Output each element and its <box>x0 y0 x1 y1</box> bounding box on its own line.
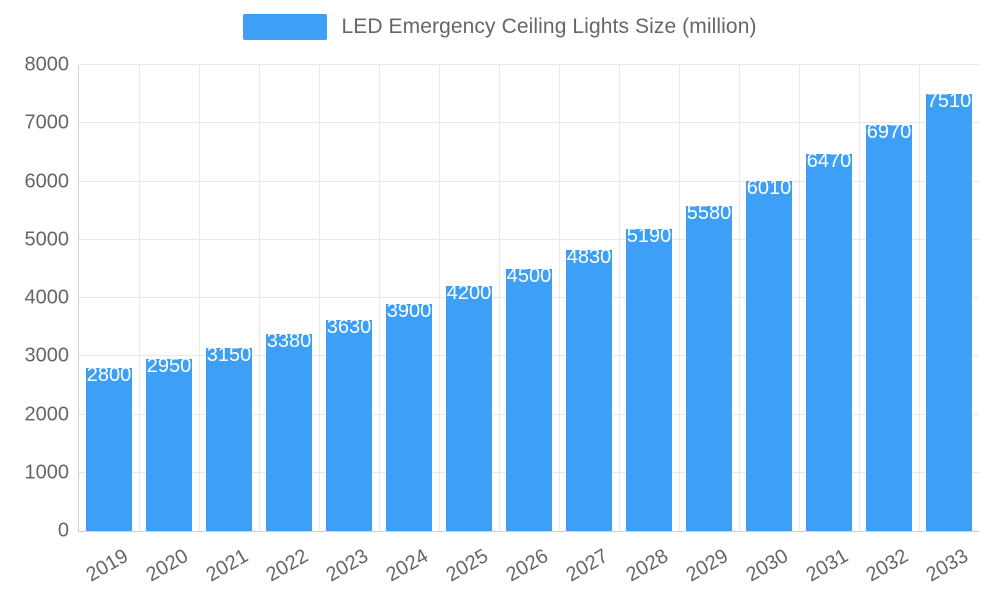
x-axis-tick-label: 2021 <box>202 545 252 587</box>
vertical-gridline <box>919 65 920 531</box>
x-axis-tick-label: 2026 <box>502 545 552 587</box>
bar-slot: 3380 <box>259 65 319 531</box>
x-axis-tick-label: 2020 <box>142 545 192 587</box>
legend-swatch-series-1 <box>243 14 328 40</box>
bar-value-label: 3630 <box>326 315 372 338</box>
bar[interactable]: 3380 <box>265 330 313 531</box>
bar-slot: 4830 <box>559 65 619 531</box>
gridline <box>79 64 979 65</box>
vertical-gridline <box>678 65 680 531</box>
y-axis-tick-label: 1000 <box>24 461 70 484</box>
vertical-gridline <box>378 65 380 531</box>
y-axis-tick-label: 8000 <box>24 53 70 76</box>
bar-slot: 3630 <box>319 65 379 531</box>
bar-value-label: 4200 <box>446 282 492 305</box>
bar-slot: 5580 <box>679 65 739 531</box>
x-axis-tick-label: 2031 <box>802 545 852 587</box>
bar-value-label: 3900 <box>386 299 432 322</box>
bar[interactable]: 2950 <box>145 355 193 531</box>
bar-value-label: 6470 <box>806 150 852 173</box>
bar[interactable]: 6470 <box>805 150 853 531</box>
legend-label-series-1: LED Emergency Ceiling Lights Size (milli… <box>341 15 757 38</box>
bar[interactable]: 3630 <box>325 316 373 531</box>
vertical-gridline <box>799 65 800 531</box>
vertical-gridline <box>499 65 500 531</box>
bar-value-label: 7510 <box>926 89 972 112</box>
gridline <box>79 238 979 240</box>
bar[interactable]: 4200 <box>445 282 493 531</box>
bar-slot: 2800 <box>79 65 139 531</box>
bar-slot: 5190 <box>619 65 679 531</box>
x-axis-tick-label: 2024 <box>382 545 432 587</box>
bar-value-label: 3150 <box>206 343 252 366</box>
y-axis-tick-label: 3000 <box>24 344 70 367</box>
bar-value-label: 5190 <box>626 224 672 247</box>
bar-slot: 2950 <box>139 65 199 531</box>
bar-slot: 6470 <box>799 65 859 531</box>
chart-legend: LED Emergency Ceiling Lights Size (milli… <box>0 14 1000 40</box>
y-axis-tick-label: 4000 <box>24 286 70 309</box>
bar[interactable]: 2800 <box>85 364 133 531</box>
gridline <box>79 180 979 182</box>
bar-slot: 6010 <box>739 65 799 531</box>
bar-value-label: 3380 <box>266 330 312 353</box>
x-axis-tick-label: 2027 <box>562 545 612 587</box>
bar-value-label: 6970 <box>866 121 912 143</box>
bar[interactable]: 5190 <box>625 225 673 531</box>
bar-slot: 6970 <box>859 65 919 531</box>
bar[interactable]: 4500 <box>505 265 553 531</box>
bar-value-label: 2800 <box>86 363 132 386</box>
plot-area: 0 1000 2000 3000 4000 5000 6000 7000 8000 2800 29… <box>25 54 979 586</box>
x-axis-tick-label: 2029 <box>682 545 732 587</box>
x-axis-tick-label: 2023 <box>322 545 372 587</box>
x-axis-tick-label: 2025 <box>442 545 492 587</box>
bar[interactable]: 3900 <box>385 300 433 531</box>
bar[interactable]: 3150 <box>205 344 253 531</box>
y-axis-tick-label: 7000 <box>24 111 70 134</box>
x-axis-tick-label: 2028 <box>622 545 672 587</box>
x-axis-tick-label: 2033 <box>922 545 972 587</box>
vertical-gridline <box>199 65 200 531</box>
bar[interactable]: 5580 <box>685 202 733 531</box>
x-axis-tick-label: 2032 <box>862 545 912 587</box>
x-axis-tick-label: 2030 <box>742 545 792 587</box>
x-axis-tick-label: 2022 <box>262 545 312 587</box>
bar-slot: 7510 <box>919 65 979 531</box>
bar-slot: 4500 <box>499 65 559 531</box>
vertical-gridline <box>619 65 620 531</box>
bar-value-label: 5580 <box>686 201 732 224</box>
bar-value-label: 4500 <box>506 264 552 287</box>
bar-slot: 3150 <box>199 65 259 531</box>
vertical-gridline <box>259 65 260 531</box>
vertical-gridline <box>439 65 440 531</box>
gridline <box>79 122 979 124</box>
vertical-gridline <box>739 65 740 531</box>
bar-value-label: 6010 <box>746 176 792 199</box>
bar[interactable]: 4830 <box>565 246 613 531</box>
bar-value-label: 2950 <box>146 355 192 378</box>
bar-series: 2800 2950 3150 3380 3630 3900 4200 4500 4830 5190… <box>79 65 979 531</box>
bar[interactable]: 6970 <box>865 121 913 531</box>
vertical-gridline <box>559 65 560 531</box>
bar[interactable]: 7510 <box>925 90 973 531</box>
bar-slot: 4200 <box>439 65 499 531</box>
x-axis-tick-label: 2019 <box>82 545 132 587</box>
vertical-gridline <box>859 65 860 531</box>
bar-value-label: 4830 <box>566 245 612 268</box>
vertical-gridline <box>139 65 140 531</box>
y-axis-tick-label: 5000 <box>24 228 70 251</box>
bar-slot: 3900 <box>379 65 439 531</box>
bar[interactable]: 6010 <box>745 177 793 531</box>
vertical-gridline <box>319 65 320 531</box>
y-axis-tick-label: 0 <box>57 519 69 542</box>
y-axis-tick-label: 6000 <box>24 170 70 192</box>
y-axis-tick-label: 2000 <box>24 403 70 425</box>
